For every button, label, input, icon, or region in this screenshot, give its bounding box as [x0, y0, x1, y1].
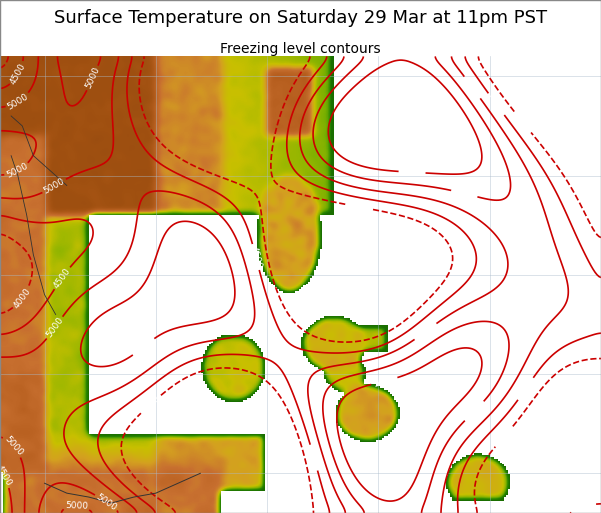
Text: 4000: 4000 — [512, 110, 533, 134]
Text: 5000: 5000 — [44, 315, 65, 340]
Text: 5000: 5000 — [413, 321, 438, 342]
Text: 5000: 5000 — [463, 400, 486, 423]
Text: 4500: 4500 — [52, 266, 72, 290]
Text: Freezing level contours: Freezing level contours — [220, 42, 381, 56]
Text: 4000: 4000 — [11, 286, 32, 310]
Text: 5000: 5000 — [2, 435, 24, 458]
Text: 4500: 4500 — [0, 463, 14, 488]
Text: 5000: 5000 — [5, 162, 29, 180]
Text: 5000: 5000 — [462, 75, 483, 100]
Text: 4000: 4000 — [139, 393, 162, 415]
Text: 5000: 5000 — [6, 92, 30, 111]
Text: 4500: 4500 — [516, 377, 536, 401]
Text: 5000: 5000 — [94, 492, 118, 512]
Text: 4000: 4000 — [348, 201, 372, 213]
Text: 5000: 5000 — [42, 176, 67, 195]
Text: 4000: 4000 — [571, 499, 595, 513]
Text: 5000: 5000 — [452, 186, 477, 201]
Text: 5000: 5000 — [84, 66, 102, 90]
Text: 5000: 5000 — [400, 167, 424, 177]
Text: 5000: 5000 — [65, 501, 88, 511]
Text: 4500: 4500 — [307, 445, 322, 470]
Text: Surface Temperature on Saturday 29 Mar at 11pm PST: Surface Temperature on Saturday 29 Mar a… — [54, 9, 547, 28]
Text: 4500: 4500 — [486, 92, 507, 116]
Text: 4500: 4500 — [9, 62, 28, 86]
Text: 5000: 5000 — [132, 336, 156, 358]
Text: 4500: 4500 — [249, 245, 263, 269]
Text: 4000: 4000 — [493, 425, 515, 448]
Text: 5000: 5000 — [372, 374, 397, 388]
